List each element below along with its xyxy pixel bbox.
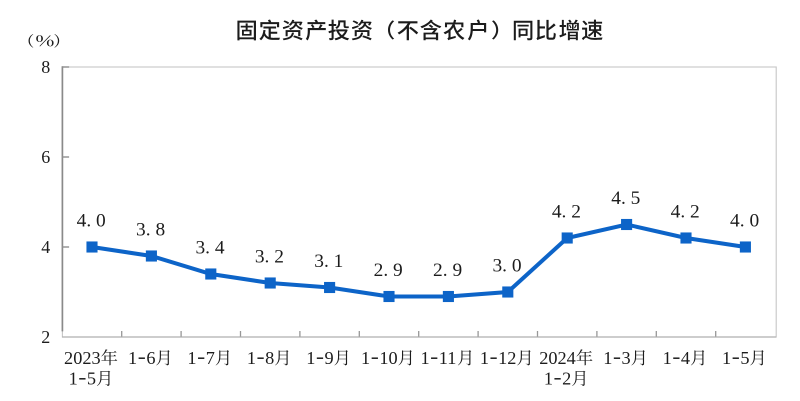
svg-text:2: 2 bbox=[562, 369, 571, 389]
svg-text:7: 7 bbox=[206, 348, 215, 368]
svg-text:1: 1 bbox=[722, 348, 731, 368]
svg-text:3. 4: 3. 4 bbox=[195, 238, 224, 259]
svg-text:1: 1 bbox=[361, 348, 370, 368]
svg-text:8: 8 bbox=[41, 57, 50, 77]
svg-text:11: 11 bbox=[439, 348, 457, 368]
svg-text:2. 9: 2. 9 bbox=[433, 260, 462, 281]
svg-text:1: 1 bbox=[663, 348, 672, 368]
svg-text:1: 1 bbox=[187, 348, 196, 368]
svg-text:4. 2: 4. 2 bbox=[671, 202, 700, 223]
svg-text:1: 1 bbox=[128, 348, 137, 368]
svg-text:2023: 2023 bbox=[64, 348, 101, 368]
svg-text:1: 1 bbox=[306, 348, 315, 368]
svg-text:1: 1 bbox=[603, 348, 612, 368]
svg-text:2: 2 bbox=[41, 327, 50, 347]
svg-text:4: 4 bbox=[681, 348, 690, 368]
svg-text:4. 0: 4. 0 bbox=[730, 211, 759, 232]
svg-text:1: 1 bbox=[420, 348, 429, 368]
svg-text:4. 5: 4. 5 bbox=[611, 188, 640, 209]
svg-text:2024: 2024 bbox=[539, 348, 576, 368]
svg-text:6: 6 bbox=[41, 147, 50, 167]
svg-text:3. 8: 3. 8 bbox=[136, 220, 165, 241]
svg-text:6: 6 bbox=[146, 348, 155, 368]
svg-text:1: 1 bbox=[544, 369, 553, 389]
svg-text:10: 10 bbox=[379, 348, 397, 368]
svg-text:1: 1 bbox=[69, 369, 78, 389]
svg-text:1: 1 bbox=[480, 348, 489, 368]
svg-text:2. 9: 2. 9 bbox=[374, 260, 403, 281]
svg-text:3: 3 bbox=[622, 348, 631, 368]
svg-text:5: 5 bbox=[740, 348, 749, 368]
svg-text:4: 4 bbox=[41, 237, 50, 257]
svg-text:3. 1: 3. 1 bbox=[314, 251, 343, 272]
svg-text:3. 0: 3. 0 bbox=[492, 256, 521, 277]
svg-text:3. 2: 3. 2 bbox=[255, 247, 284, 268]
svg-text:4. 0: 4. 0 bbox=[77, 211, 106, 232]
svg-text:9: 9 bbox=[325, 348, 334, 368]
svg-text:8: 8 bbox=[265, 348, 274, 368]
svg-text:4. 2: 4. 2 bbox=[552, 202, 581, 223]
svg-text:12: 12 bbox=[498, 348, 516, 368]
svg-text:5: 5 bbox=[87, 369, 96, 389]
svg-text:1: 1 bbox=[247, 348, 256, 368]
